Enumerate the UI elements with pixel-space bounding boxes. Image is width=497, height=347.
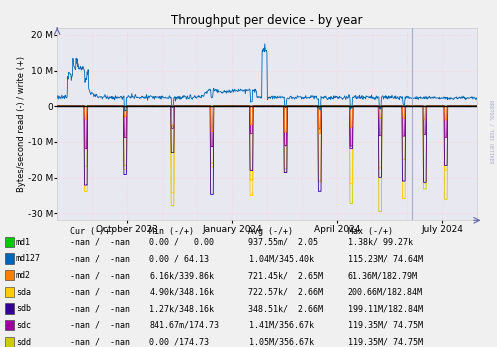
- Text: 721.45k/  2.65M: 721.45k/ 2.65M: [248, 271, 324, 280]
- Text: 115.23M/ 74.64M: 115.23M/ 74.64M: [348, 254, 423, 263]
- Text: -nan /  -nan: -nan / -nan: [70, 338, 130, 347]
- Text: -nan /  -nan: -nan / -nan: [70, 271, 130, 280]
- Text: md2: md2: [16, 271, 31, 280]
- Text: md127: md127: [16, 254, 41, 263]
- Text: md1: md1: [16, 238, 31, 247]
- Text: 6.16k/339.86k: 6.16k/339.86k: [149, 271, 214, 280]
- Text: Cur (-/+): Cur (-/+): [70, 227, 115, 236]
- Text: Avg (-/+): Avg (-/+): [248, 227, 294, 236]
- Text: 119.35M/ 74.75M: 119.35M/ 74.75M: [348, 321, 423, 330]
- Text: -nan /  -nan: -nan / -nan: [70, 321, 130, 330]
- Text: 937.55m/  2.05: 937.55m/ 2.05: [248, 238, 319, 247]
- Text: -nan /  -nan: -nan / -nan: [70, 288, 130, 297]
- Text: 0.00 /   0.00: 0.00 / 0.00: [149, 238, 214, 247]
- Text: -nan /  -nan: -nan / -nan: [70, 238, 130, 247]
- Text: 199.11M/182.84M: 199.11M/182.84M: [348, 304, 423, 313]
- Text: 0.00 / 64.13: 0.00 / 64.13: [149, 254, 209, 263]
- Text: 348.51k/  2.66M: 348.51k/ 2.66M: [248, 304, 324, 313]
- Text: sdb: sdb: [16, 304, 31, 313]
- Text: 1.38k/ 99.27k: 1.38k/ 99.27k: [348, 238, 413, 247]
- Text: sdd: sdd: [16, 338, 31, 347]
- Text: 0.00 /174.73: 0.00 /174.73: [149, 338, 209, 347]
- Y-axis label: Bytes/second read (-) / write (+): Bytes/second read (-) / write (+): [17, 56, 26, 192]
- Text: sdc: sdc: [16, 321, 31, 330]
- Text: 722.57k/  2.66M: 722.57k/ 2.66M: [248, 288, 324, 297]
- Text: -nan /  -nan: -nan / -nan: [70, 254, 130, 263]
- Text: Min (-/+): Min (-/+): [149, 227, 194, 236]
- Text: sda: sda: [16, 288, 31, 297]
- Text: 119.35M/ 74.75M: 119.35M/ 74.75M: [348, 338, 423, 347]
- Text: 1.05M/356.67k: 1.05M/356.67k: [248, 338, 314, 347]
- Text: 200.66M/182.84M: 200.66M/182.84M: [348, 288, 423, 297]
- Text: 841.67m/174.73: 841.67m/174.73: [149, 321, 219, 330]
- Text: Max (-/+): Max (-/+): [348, 227, 393, 236]
- Text: 4.90k/348.16k: 4.90k/348.16k: [149, 288, 214, 297]
- Text: 1.04M/345.40k: 1.04M/345.40k: [248, 254, 314, 263]
- Text: 61.36M/182.79M: 61.36M/182.79M: [348, 271, 418, 280]
- Text: RRDTOOL / TOBI OETIKER: RRDTOOL / TOBI OETIKER: [489, 100, 494, 163]
- Title: Throughput per device - by year: Throughput per device - by year: [171, 14, 363, 27]
- Text: -nan /  -nan: -nan / -nan: [70, 304, 130, 313]
- Text: 1.41M/356.67k: 1.41M/356.67k: [248, 321, 314, 330]
- Text: 1.27k/348.16k: 1.27k/348.16k: [149, 304, 214, 313]
